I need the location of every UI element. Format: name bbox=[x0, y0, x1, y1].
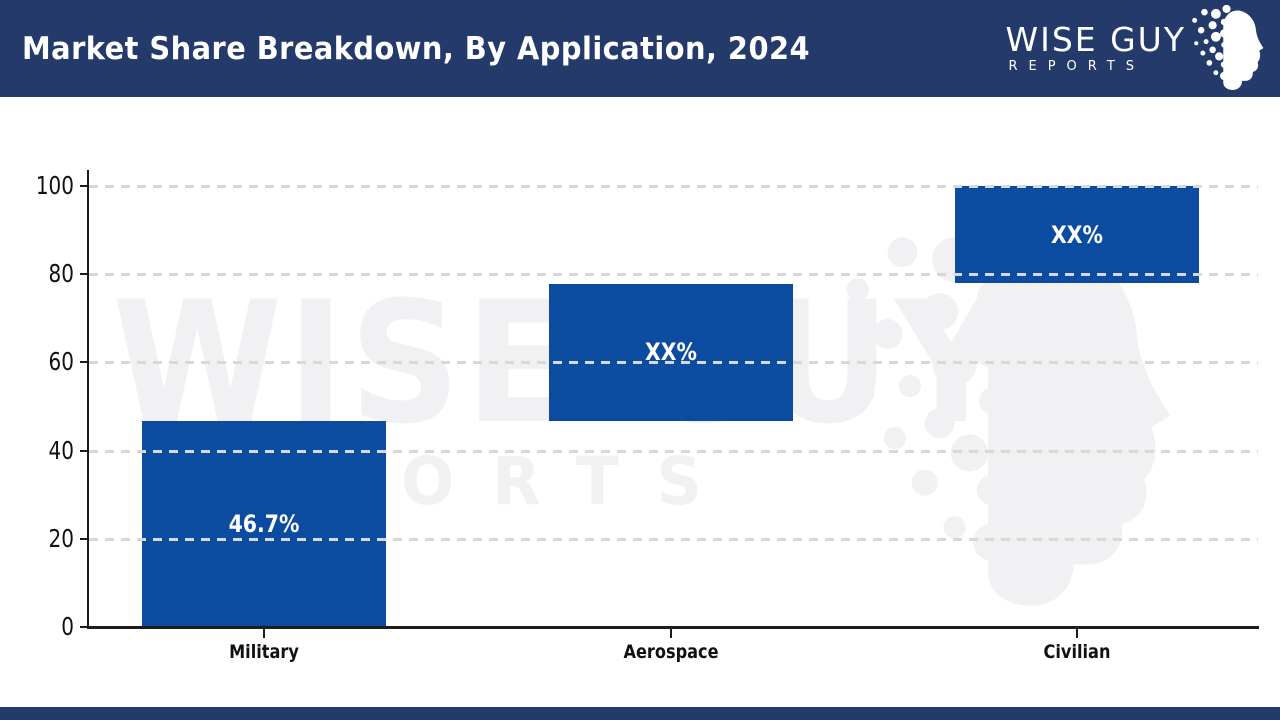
bar bbox=[549, 283, 793, 422]
gridline bbox=[89, 273, 1258, 277]
brand-face-icon bbox=[1188, 4, 1270, 94]
y-axis-tick-label: 80 bbox=[48, 259, 74, 289]
y-axis-spine bbox=[87, 170, 89, 629]
gridline bbox=[89, 537, 1258, 541]
x-axis-tick bbox=[1076, 629, 1078, 638]
x-category-label: Military bbox=[229, 641, 299, 663]
y-axis-tick-label: 20 bbox=[48, 523, 74, 553]
gridline bbox=[89, 449, 1258, 453]
bar-value-label: XX% bbox=[645, 338, 697, 367]
footer-bar bbox=[0, 707, 1280, 720]
y-axis-tick bbox=[80, 449, 88, 452]
gridline bbox=[89, 361, 1258, 365]
y-axis-tick bbox=[80, 537, 88, 540]
chart-area: WISE GUY REPORTS 02040608010046.7%XX%XX%… bbox=[0, 97, 1280, 707]
header-bar: Market Share Breakdown, By Application, … bbox=[0, 0, 1280, 97]
bar-value-label: XX% bbox=[1051, 220, 1103, 249]
y-axis-tick bbox=[80, 626, 88, 628]
x-axis-tick bbox=[263, 629, 265, 638]
bar-value-label: 46.7% bbox=[228, 510, 300, 539]
y-axis-tick bbox=[80, 361, 88, 364]
brand-logo-text: WISE GUY REPORTS bbox=[1005, 23, 1186, 74]
bar bbox=[142, 421, 386, 627]
y-axis-tick-label: 100 bbox=[35, 171, 74, 200]
x-axis-tick bbox=[670, 629, 672, 638]
x-category-label: Aerospace bbox=[623, 641, 719, 663]
brand-logo: WISE GUY REPORTS bbox=[1005, 0, 1270, 97]
bar bbox=[955, 186, 1199, 284]
y-axis-tick bbox=[80, 273, 88, 276]
y-axis-tick-label: 40 bbox=[48, 435, 74, 465]
page-title: Market Share Breakdown, By Application, … bbox=[22, 30, 811, 67]
x-axis-spine bbox=[87, 626, 1259, 629]
brand-subtext: REPORTS bbox=[1008, 58, 1146, 74]
y-axis-tick-label: 60 bbox=[48, 347, 74, 377]
gridline bbox=[89, 185, 1258, 188]
x-category-label: Civilian bbox=[1043, 641, 1111, 663]
y-axis-tick-label: 0 bbox=[61, 612, 74, 641]
brand-wordmark: WISE GUY bbox=[1005, 20, 1186, 60]
y-axis-tick bbox=[80, 185, 88, 187]
